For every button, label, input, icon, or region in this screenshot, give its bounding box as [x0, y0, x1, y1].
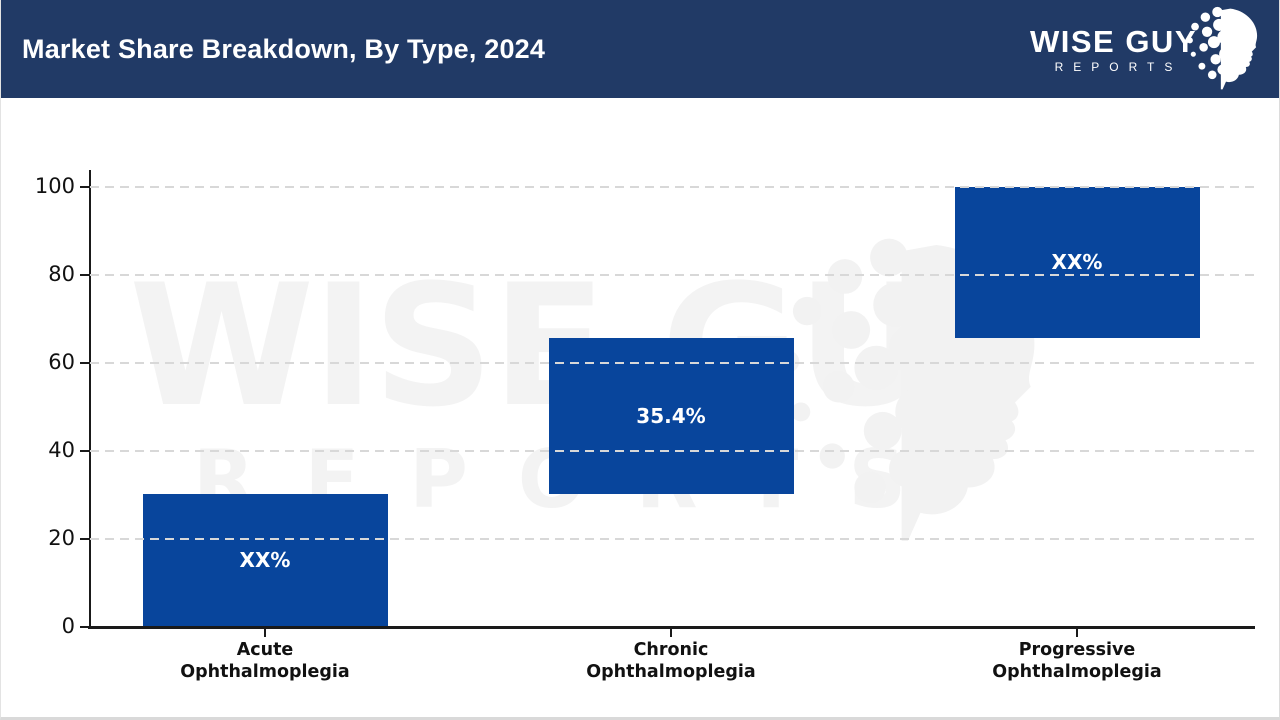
- header: Market Share Breakdown, By Type, 2024 WI…: [1, 0, 1279, 98]
- x-tick-3: [1076, 629, 1078, 637]
- y-tick-label: 60: [48, 350, 75, 374]
- y-tick-60: [80, 362, 90, 364]
- y-tick-label: 20: [48, 526, 75, 550]
- dotted-face-icon: [1186, 6, 1258, 90]
- category-label-3: Progressive Ophthalmoplegia: [917, 640, 1237, 684]
- category-label-line: Acute: [236, 640, 294, 660]
- brand-logo-line2: REPORTS: [1054, 59, 1183, 74]
- brand-logo-line1: WISE GUY: [1029, 23, 1197, 59]
- gridline-80: [90, 274, 1254, 276]
- bar-value-label: 35.4%: [636, 403, 706, 428]
- category-label-line: Chronic: [633, 640, 709, 660]
- gridline-60: [90, 362, 1254, 364]
- page-title: Market Share Breakdown, By Type, 2024: [22, 33, 546, 64]
- bar-3: XX%: [954, 187, 1200, 338]
- gridline-40: [90, 450, 1254, 452]
- y-axis: [89, 170, 91, 628]
- x-tick-2: [670, 629, 672, 637]
- brand-logo: WISE GUY REPORTS: [1030, 4, 1279, 94]
- bar-value-label: XX%: [1051, 250, 1103, 275]
- y-tick-label: 40: [48, 438, 75, 462]
- gridline-100: [90, 186, 1254, 188]
- y-tick-100: [80, 186, 90, 188]
- category-label-line: Progressive: [1018, 640, 1136, 660]
- y-tick-label: 100: [34, 174, 75, 198]
- y-tick-20: [80, 538, 90, 540]
- y-tick-0: [80, 626, 90, 628]
- gridline-20: [90, 538, 1254, 540]
- y-tick-40: [80, 450, 90, 452]
- category-label-1: Acute Ophthalmoplegia: [105, 640, 425, 684]
- x-tick-1: [264, 629, 266, 637]
- category-label-line: Ophthalmoplegia: [586, 661, 756, 682]
- brand-logo-text: WISE GUY REPORTS: [1030, 26, 1197, 73]
- category-label-line: Ophthalmoplegia: [180, 661, 350, 682]
- category-label-2: Chronic Ophthalmoplegia: [511, 640, 831, 684]
- y-tick-80: [80, 274, 90, 276]
- bar-value-label: XX%: [239, 548, 291, 573]
- y-tick-label: 80: [48, 262, 75, 286]
- x-axis: [88, 626, 1255, 629]
- bar-1: XX%: [142, 493, 388, 627]
- y-tick-label: 0: [61, 614, 75, 638]
- category-label-line: Ophthalmoplegia: [992, 661, 1162, 682]
